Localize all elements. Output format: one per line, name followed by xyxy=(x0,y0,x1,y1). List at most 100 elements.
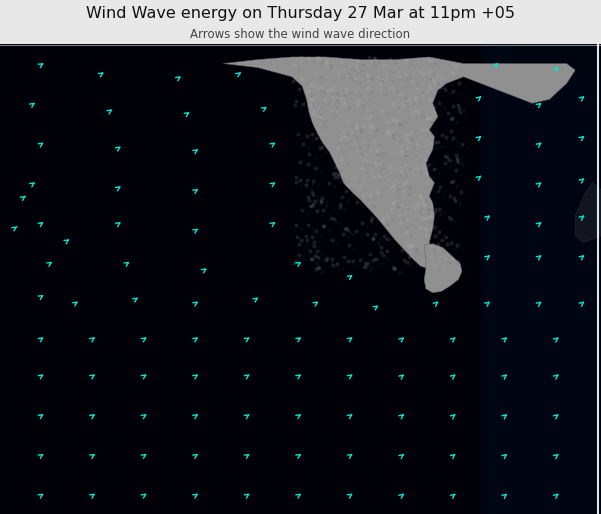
Point xyxy=(316,168,326,176)
Point xyxy=(401,56,410,64)
Point xyxy=(404,183,414,192)
Point xyxy=(418,87,427,96)
Point xyxy=(363,115,373,123)
Point xyxy=(427,91,437,100)
Point xyxy=(418,195,428,203)
Polygon shape xyxy=(223,57,575,269)
Point xyxy=(424,95,433,103)
Point xyxy=(341,180,351,189)
Point xyxy=(314,246,324,254)
Point xyxy=(299,140,308,148)
Point xyxy=(338,176,347,184)
Point xyxy=(302,132,312,140)
Point xyxy=(345,257,355,265)
Point xyxy=(352,133,361,141)
Point xyxy=(317,251,326,259)
Point xyxy=(410,107,420,116)
Point xyxy=(366,57,376,65)
Point xyxy=(412,140,421,149)
Point xyxy=(420,201,430,209)
Point xyxy=(429,166,439,174)
Point xyxy=(389,265,398,273)
Point xyxy=(340,253,349,261)
Point xyxy=(315,256,325,264)
Point xyxy=(407,77,417,85)
Point xyxy=(393,201,403,210)
Point xyxy=(338,74,347,82)
Point xyxy=(305,201,315,210)
Point xyxy=(326,86,336,94)
Point xyxy=(438,141,448,150)
Point xyxy=(307,255,317,263)
Point xyxy=(341,204,350,212)
Point xyxy=(374,58,384,66)
Point xyxy=(394,268,404,277)
Point xyxy=(399,180,409,188)
Point xyxy=(327,254,337,263)
Point xyxy=(430,86,439,94)
Point xyxy=(302,240,311,248)
Point xyxy=(369,54,379,62)
Point xyxy=(316,119,326,127)
Point xyxy=(415,97,425,105)
Point xyxy=(344,104,353,112)
Point xyxy=(346,229,355,237)
Point xyxy=(326,99,336,107)
Point xyxy=(316,113,325,121)
Point xyxy=(445,258,455,266)
Point xyxy=(351,87,361,96)
Point xyxy=(432,144,442,152)
Point xyxy=(332,259,342,267)
Point xyxy=(387,182,397,191)
Point xyxy=(415,68,425,77)
Point xyxy=(377,216,386,225)
Point xyxy=(421,155,430,163)
Point xyxy=(394,185,404,193)
Point xyxy=(426,213,435,221)
Point xyxy=(308,233,317,241)
Point xyxy=(430,103,439,112)
Point xyxy=(355,177,364,186)
Point xyxy=(304,193,313,201)
Point xyxy=(301,79,311,87)
Point xyxy=(365,263,375,271)
Point xyxy=(337,193,347,201)
Point xyxy=(435,107,444,115)
Text: Wind Wave energy on Thursday 27 Mar at 11pm +05: Wind Wave energy on Thursday 27 Mar at 1… xyxy=(86,7,515,22)
Point xyxy=(421,126,430,135)
Point xyxy=(407,262,417,270)
Point xyxy=(341,224,350,232)
Point xyxy=(459,107,469,116)
Point xyxy=(457,245,466,253)
Point xyxy=(447,127,456,135)
Point xyxy=(382,247,392,255)
Point xyxy=(412,245,422,253)
Point xyxy=(417,144,427,153)
Point xyxy=(407,109,417,117)
Point xyxy=(406,232,416,241)
Point xyxy=(410,247,419,255)
Point xyxy=(382,234,392,243)
Point xyxy=(413,198,423,207)
Point xyxy=(375,234,385,242)
Point xyxy=(356,91,365,99)
Point xyxy=(416,112,426,120)
Point xyxy=(379,175,389,183)
Point xyxy=(328,84,337,92)
Point xyxy=(304,221,313,229)
Point xyxy=(410,95,420,103)
Point xyxy=(291,257,300,265)
Point xyxy=(445,192,455,200)
Point xyxy=(293,233,302,242)
Point xyxy=(350,245,359,253)
Point xyxy=(450,197,460,206)
Point xyxy=(427,233,436,242)
Point xyxy=(456,154,466,162)
Point xyxy=(412,83,422,91)
Point xyxy=(439,209,449,217)
Point xyxy=(425,205,435,213)
Point xyxy=(429,75,438,83)
Point xyxy=(364,126,373,135)
Point xyxy=(398,214,407,222)
Point xyxy=(382,109,392,118)
